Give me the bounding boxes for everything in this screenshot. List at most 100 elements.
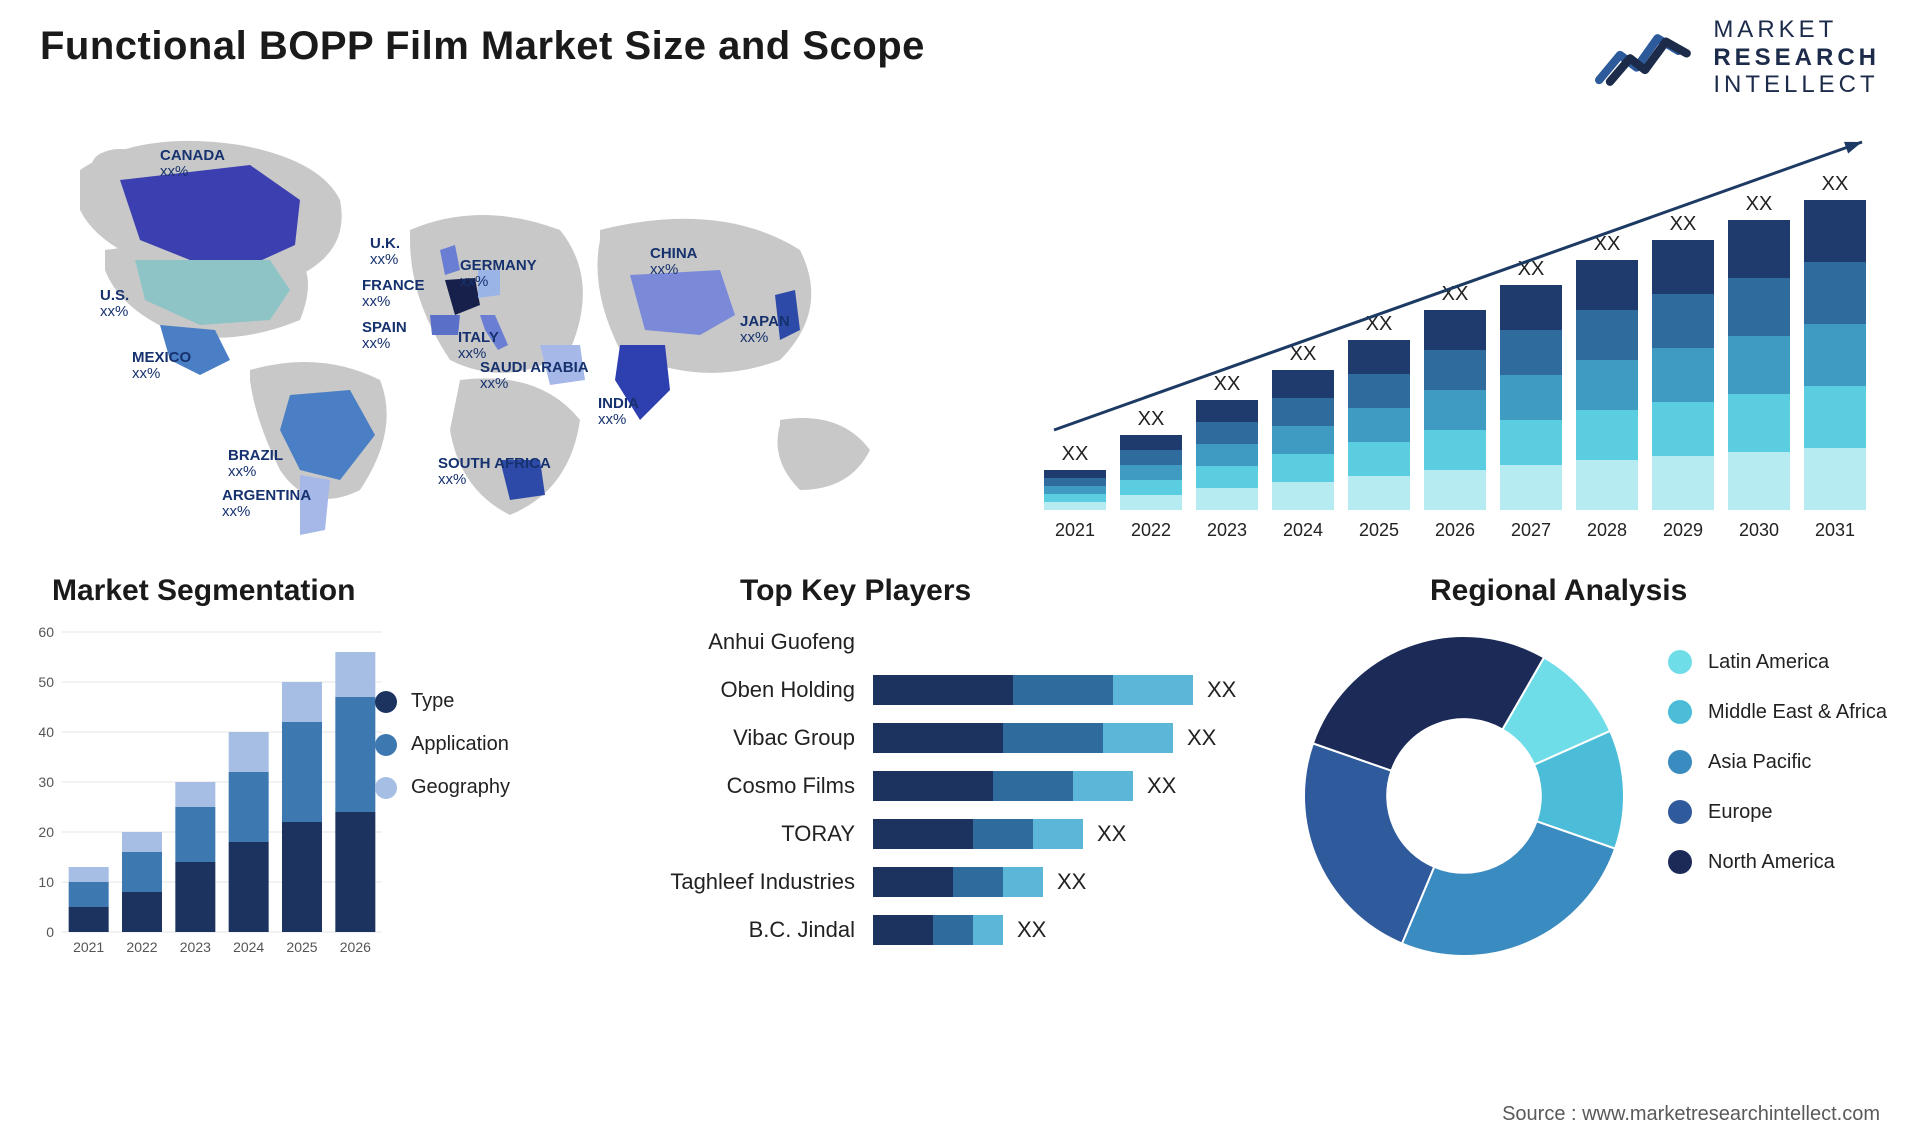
seg-bar-application [69, 882, 109, 907]
mainbar-value: XX [1746, 193, 1773, 215]
mainbar-seg [1044, 494, 1106, 502]
map-label-canada: CANADAxx% [160, 148, 225, 180]
mainbar-seg [1500, 330, 1562, 375]
player-bar: XX [873, 675, 1236, 705]
mainbar-value: XX [1138, 408, 1165, 430]
seg-ytick: 30 [38, 774, 54, 790]
mainbar-seg [1120, 495, 1182, 510]
player-bar-seg [1033, 819, 1083, 849]
mainbar-seg [1272, 426, 1334, 454]
player-bar-seg [873, 867, 953, 897]
mainbar-seg [1348, 340, 1410, 374]
donut-legend-label: Latin America [1708, 651, 1829, 674]
legend-dot-icon [1668, 800, 1692, 824]
player-bar-seg [873, 819, 973, 849]
legend-dot-icon [1668, 700, 1692, 724]
mainbar-seg [1424, 390, 1486, 430]
regional-legend: Latin AmericaMiddle East & AfricaAsia Pa… [1668, 650, 1887, 900]
mainbar-seg [1728, 394, 1790, 452]
mainbar-year: 2028 [1587, 520, 1627, 540]
player-bar-seg [873, 771, 993, 801]
seg-year: 2024 [233, 939, 264, 955]
seg-legend-label: Application [411, 733, 509, 756]
seg-bar-geography [335, 652, 375, 697]
seg-bar-type [335, 812, 375, 932]
player-row: B.C. JindalXX [628, 906, 1248, 954]
mainbar-seg [1272, 454, 1334, 482]
mainbar-seg [1120, 450, 1182, 465]
seg-bar-type [69, 907, 109, 932]
mainbar-seg [1196, 466, 1258, 488]
seg-bar-application [175, 807, 215, 862]
map-label-uk: U.K.xx% [370, 236, 400, 268]
mainbar-seg [1044, 486, 1106, 494]
legend-dot-icon [375, 777, 397, 799]
seg-year: 2026 [340, 939, 371, 955]
mainbar-seg [1728, 336, 1790, 394]
mainbar-seg [1348, 442, 1410, 476]
mainbar-seg [1196, 444, 1258, 466]
player-bar-seg [873, 723, 1003, 753]
mainbar-seg [1120, 480, 1182, 495]
players-chart: Anhui GuofengOben HoldingXXVibac GroupXX… [628, 618, 1248, 998]
mainbar-seg [1196, 422, 1258, 444]
mainbar-value: XX [1670, 213, 1697, 235]
mainbar-seg [1652, 294, 1714, 348]
seg-year: 2025 [286, 939, 317, 955]
mainbar-year: 2024 [1283, 520, 1323, 540]
logo-mark-icon [1595, 20, 1695, 95]
seg-bar-geography [229, 732, 269, 772]
player-value: XX [1017, 917, 1046, 943]
mainbar-value: XX [1062, 443, 1089, 465]
regional-title: Regional Analysis [1430, 574, 1687, 608]
mainbar-seg [1728, 278, 1790, 336]
seg-legend-item: Type [375, 690, 510, 713]
seg-ytick: 0 [46, 924, 54, 940]
regional-donut [1294, 626, 1634, 966]
mainbar-seg [1348, 374, 1410, 408]
map-label-southafrica: SOUTH AFRICAxx% [438, 456, 551, 488]
mainbar-seg [1272, 398, 1334, 426]
player-value: XX [1207, 677, 1236, 703]
player-name: Taghleef Industries [628, 869, 873, 895]
mainbar-year: 2029 [1663, 520, 1703, 540]
legend-dot-icon [375, 734, 397, 756]
map-label-india: INDIAxx% [598, 396, 639, 428]
market-size-chart: XX2021XX2022XX2023XX2024XX2025XX2026XX20… [1024, 130, 1884, 560]
mainbar-seg [1804, 448, 1866, 510]
mainbar-seg [1576, 460, 1638, 510]
donut-slice [1304, 743, 1434, 943]
mainbar-seg [1196, 400, 1258, 422]
donut-legend-item: Middle East & Africa [1668, 700, 1887, 724]
mainbar-seg [1576, 360, 1638, 410]
player-bar-seg [1013, 675, 1113, 705]
mainbar-seg [1804, 324, 1866, 386]
market-size-svg: XX2021XX2022XX2023XX2024XX2025XX2026XX20… [1024, 130, 1884, 560]
segmentation-legend: TypeApplicationGeography [375, 690, 510, 819]
player-value: XX [1057, 869, 1086, 895]
logo-text: MARKET RESEARCH INTELLECT [1713, 16, 1880, 99]
seg-ytick: 50 [38, 674, 54, 690]
player-bar: XX [873, 723, 1216, 753]
legend-dot-icon [1668, 750, 1692, 774]
donut-legend-item: Latin America [1668, 650, 1887, 674]
map-label-france: FRANCExx% [362, 278, 425, 310]
player-name: Anhui Guofeng [628, 629, 873, 655]
player-bar-seg [1003, 723, 1103, 753]
player-bar-seg [873, 915, 933, 945]
seg-bar-application [282, 722, 322, 822]
mainbar-seg [1500, 420, 1562, 465]
seg-bar-type [122, 892, 162, 932]
player-name: TORAY [628, 821, 873, 847]
map-label-japan: JAPANxx% [740, 314, 790, 346]
seg-bar-application [122, 852, 162, 892]
seg-bar-geography [282, 682, 322, 722]
mainbar-year: 2026 [1435, 520, 1475, 540]
mainbar-seg [1576, 410, 1638, 460]
map-label-china: CHINAxx% [650, 246, 698, 278]
map-label-germany: GERMANYxx% [460, 258, 537, 290]
mainbar-value: XX [1214, 373, 1241, 395]
seg-ytick: 40 [38, 724, 54, 740]
player-name: Cosmo Films [628, 773, 873, 799]
players-title: Top Key Players [740, 574, 971, 608]
